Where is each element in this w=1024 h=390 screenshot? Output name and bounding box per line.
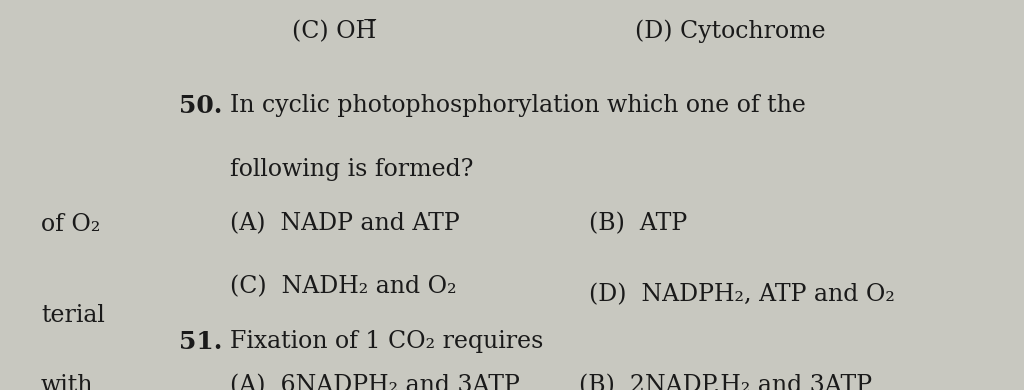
Text: with: with [41,374,93,390]
Text: In cyclic photophosphorylation which one of the: In cyclic photophosphorylation which one… [230,94,806,117]
Text: 51.: 51. [179,330,222,354]
Text: terial: terial [41,304,104,327]
Text: (B)  ATP: (B) ATP [589,213,687,236]
Text: of O₂: of O₂ [41,213,100,236]
Text: Fixation of 1 CO₂ requires: Fixation of 1 CO₂ requires [230,330,544,353]
Text: (A)  NADP and ATP: (A) NADP and ATP [230,213,460,236]
Text: (C)  NADH₂ and O₂: (C) NADH₂ and O₂ [230,275,457,298]
Text: following is formed?: following is formed? [230,158,474,181]
Text: (D)  NADPH₂, ATP and O₂: (D) NADPH₂, ATP and O₂ [589,283,895,306]
Text: (D) Cytochrome: (D) Cytochrome [635,20,825,43]
Text: 50.: 50. [179,94,222,118]
Text: (A)  6NADPH₂ and 3ATP: (A) 6NADPH₂ and 3ATP [230,374,520,390]
Text: (B)  2NADP.H₂ and 3ATP: (B) 2NADP.H₂ and 3ATP [579,374,871,390]
Text: (C) OH̅: (C) OH̅ [292,20,376,43]
